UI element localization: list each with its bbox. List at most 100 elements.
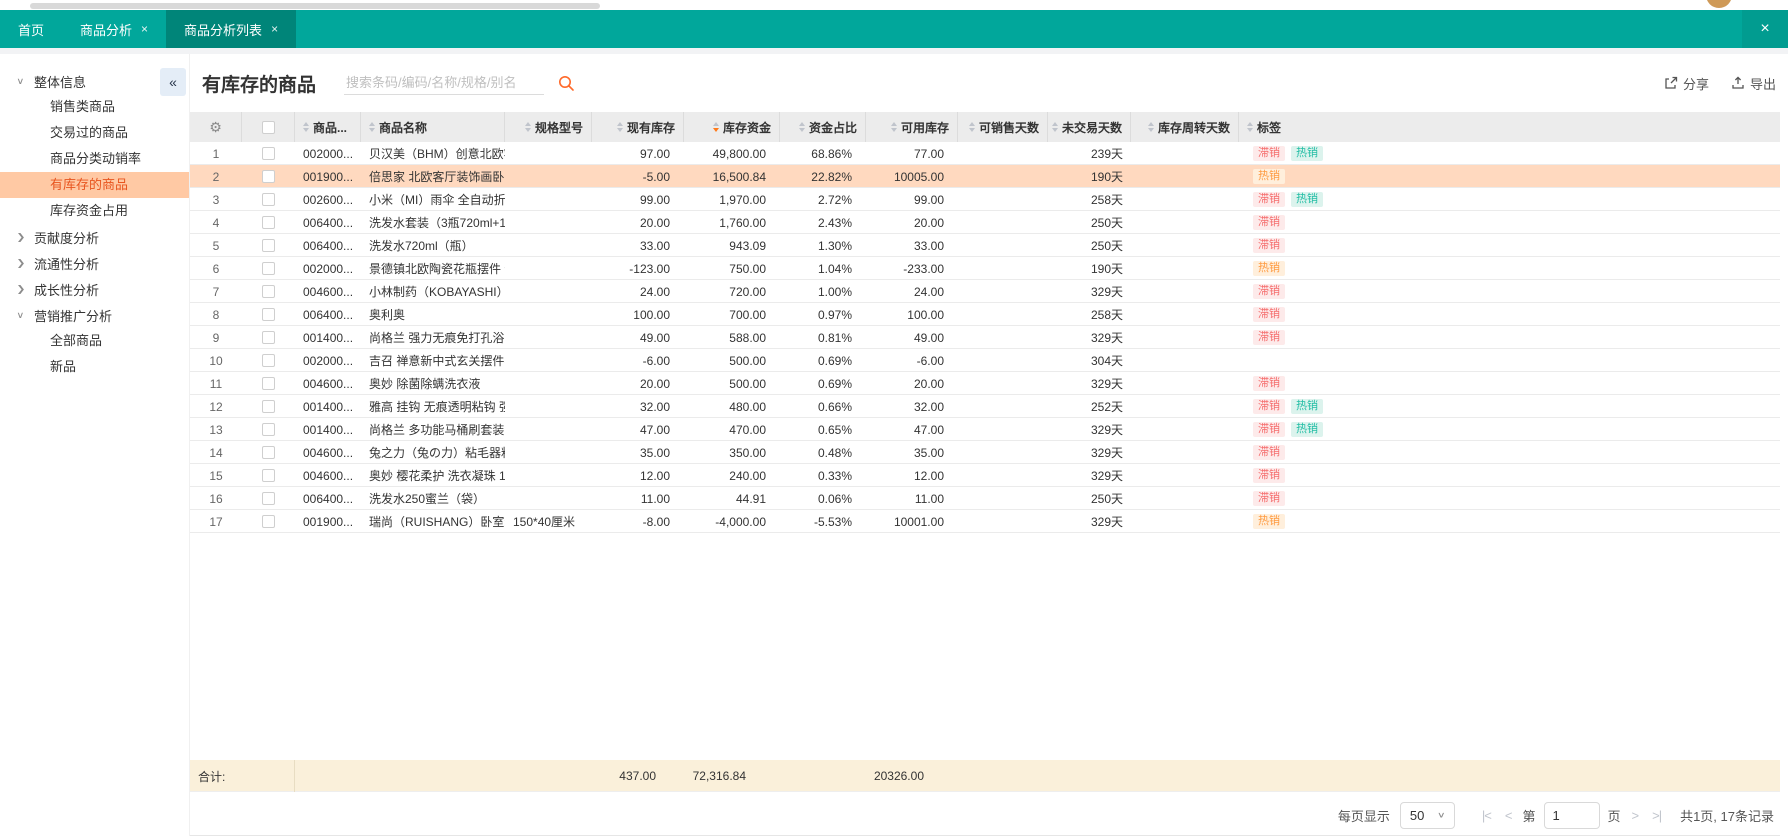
- row-checkbox[interactable]: [262, 377, 275, 390]
- column-header-gear[interactable]: ⚙: [190, 112, 242, 142]
- column-header-name[interactable]: 商品名称: [361, 112, 505, 142]
- cell-idle-days: 329天: [1090, 331, 1123, 345]
- row-checkbox[interactable]: [262, 147, 275, 160]
- search-icon[interactable]: [558, 75, 575, 92]
- sidebar-item-商品分类动销率[interactable]: 商品分类动销率: [50, 151, 142, 166]
- sidebar-item-有库存的商品[interactable]: 有库存的商品: [0, 172, 189, 198]
- row-checkbox[interactable]: [262, 515, 275, 528]
- cell-idle-days: 329天: [1090, 469, 1123, 483]
- row-checkbox[interactable]: [262, 216, 275, 229]
- prev-page-button[interactable]: <: [1504, 808, 1513, 823]
- column-header-idle_days[interactable]: 未交易天数: [1048, 112, 1131, 142]
- sidebar-item-库存资金占用[interactable]: 库存资金占用: [50, 203, 129, 218]
- page-size-select[interactable]: 50 ∨: [1399, 802, 1455, 829]
- tab-商品分析[interactable]: 商品分析 ×: [62, 10, 166, 48]
- table-row[interactable]: 7 004600... 小林制药（KOBAYASHI）日 24.00 720.00 1.0…: [190, 280, 1780, 303]
- row-number: 17: [209, 514, 223, 529]
- cell-spec: [505, 418, 592, 441]
- tab-商品分析列表[interactable]: 商品分析列表 ×: [166, 10, 297, 48]
- sort-icon[interactable]: [616, 122, 623, 132]
- table-row[interactable]: 9 001400... 尚格兰 强力无痕免打孔浴室 49.00 588.00 0.81% 4…: [190, 326, 1780, 349]
- sidebar-item-新品[interactable]: 新品: [50, 359, 77, 374]
- close-panel-button[interactable]: ×: [1742, 10, 1788, 48]
- sidebar-item-全部商品[interactable]: 全部商品: [50, 333, 103, 348]
- column-header-spec[interactable]: 规格型号: [505, 112, 592, 142]
- table-row[interactable]: 2 001900... 倍思家 北欧客厅装饰画卧室 -5.00 16,500.84 22.…: [190, 165, 1780, 188]
- table-row[interactable]: 12 001400... 雅高 挂钩 无痕透明粘钩 强 32.00 480.00 0.66…: [190, 395, 1780, 418]
- table-row[interactable]: 6 002000... 景德镇北欧陶瓷花瓶摆件 仿 -123.00 750.00 1.04…: [190, 257, 1780, 280]
- column-header-ratio[interactable]: 资金占比: [780, 112, 866, 142]
- table-row[interactable]: 16 006400... 洗发水250蜜兰（袋） 11.00 44.91 0.06% 11.…: [190, 487, 1780, 510]
- page-number-input[interactable]: [1543, 802, 1600, 829]
- row-checkbox[interactable]: [262, 170, 275, 183]
- cell-tags: 热销: [1239, 510, 1780, 533]
- row-checkbox[interactable]: [262, 446, 275, 459]
- sort-icon[interactable]: [890, 122, 897, 132]
- table-row[interactable]: 4 006400... 洗发水套装（3瓶720ml+1瓶 20.00 1,760.00 2…: [190, 211, 1780, 234]
- row-checkbox[interactable]: [262, 239, 275, 252]
- row-checkbox[interactable]: [262, 262, 275, 275]
- table-row[interactable]: 10 002000... 吉召 禅意新中式玄关摆件客 -6.00 500.00 0.69%…: [190, 349, 1780, 372]
- row-checkbox[interactable]: [262, 285, 275, 298]
- tab-close-icon[interactable]: ×: [271, 22, 279, 36]
- row-checkbox[interactable]: [262, 492, 275, 505]
- first-page-button[interactable]: |<: [1481, 808, 1492, 823]
- row-checkbox[interactable]: [262, 423, 275, 436]
- table-row[interactable]: 1 002000... 贝汉美（BHM）创意北欧客 97.00 49,800.00 68.…: [190, 142, 1780, 165]
- table-row[interactable]: 3 002600... 小米（MI）雨伞 全自动折叠 99.00 1,970.00 2.7…: [190, 188, 1780, 211]
- column-header-sell_days[interactable]: 可销售天数: [958, 112, 1048, 142]
- sidebar-group-成长性分析[interactable]: ❯ 成长性分析: [0, 276, 189, 302]
- column-header-tags[interactable]: 标签: [1239, 112, 1780, 142]
- table-row[interactable]: 15 004600... 奥妙 樱花柔护 洗衣凝珠 10 12.00 240.00 0.3…: [190, 464, 1780, 487]
- next-page-button[interactable]: >: [1631, 808, 1640, 823]
- table-row[interactable]: 17 001900... 瑞尚（RUISHANG）卧室装 150*40厘米 -8.00 -…: [190, 510, 1780, 533]
- sort-icon[interactable]: [968, 122, 975, 132]
- export-button[interactable]: 导出: [1731, 74, 1776, 93]
- sidebar-item-销售类商品[interactable]: 销售类商品: [50, 99, 116, 114]
- sort-icon[interactable]: [712, 122, 719, 132]
- row-checkbox[interactable]: [262, 469, 275, 482]
- sort-icon[interactable]: [303, 122, 309, 132]
- table-row[interactable]: 8 006400... 奥利奥 100.00 700.00 0.97% 100.00 258天…: [190, 303, 1780, 326]
- tab-首页[interactable]: 首页: [0, 10, 62, 48]
- select-all-checkbox[interactable]: [261, 120, 275, 134]
- sidebar-group-营销推广分析[interactable]: ∨ 营销推广分析: [0, 302, 189, 328]
- cell-code: 004600...: [303, 445, 354, 460]
- row-checkbox[interactable]: [262, 354, 275, 367]
- column-header-turnover[interactable]: 库存周转天数: [1131, 112, 1239, 142]
- column-label: 商品...: [313, 120, 348, 135]
- column-header-check[interactable]: [242, 112, 295, 142]
- last-page-button[interactable]: >|: [1652, 808, 1662, 823]
- share-button[interactable]: 分享: [1664, 74, 1709, 93]
- column-header-fund[interactable]: 库存资金: [684, 112, 780, 142]
- search-input[interactable]: [344, 71, 545, 95]
- sidebar-item-交易过的商品[interactable]: 交易过的商品: [50, 125, 129, 140]
- tab-close-icon[interactable]: ×: [141, 22, 149, 36]
- table-row[interactable]: 14 004600... 兔之力（兔の力）粘毛器粘 35.00 350.00 0.48% 3…: [190, 441, 1780, 464]
- column-header-code[interactable]: 商品...: [295, 112, 361, 142]
- sidebar-group-贡献度分析[interactable]: ❯ 贡献度分析: [0, 224, 189, 250]
- column-header-avail[interactable]: 可用库存: [866, 112, 958, 142]
- cell-tags: 滞销: [1239, 234, 1780, 257]
- row-checkbox[interactable]: [262, 308, 275, 321]
- sort-icon[interactable]: [524, 122, 531, 132]
- sort-icon[interactable]: [369, 122, 375, 132]
- sidebar-collapse-button[interactable]: «: [160, 68, 186, 96]
- table-row[interactable]: 11 004600... 奥妙 除菌除螨洗衣液 20.00 500.00 0.69% 20.…: [190, 372, 1780, 395]
- sort-icon[interactable]: [1147, 122, 1154, 132]
- row-checkbox[interactable]: [262, 193, 275, 206]
- sort-icon[interactable]: [1051, 122, 1058, 132]
- table-row[interactable]: 13 001400... 尚格兰 多功能马桶刷套装 卫 47.00 470.00 0.65…: [190, 418, 1780, 441]
- cell-code: 001400...: [303, 330, 354, 345]
- sort-icon[interactable]: [1247, 122, 1253, 132]
- tag-hot-orange: 热销: [1253, 514, 1285, 529]
- column-header-stock[interactable]: 现有库存: [592, 112, 684, 142]
- sort-icon[interactable]: [798, 122, 805, 132]
- cell-sell-days: [958, 372, 1048, 395]
- gear-icon[interactable]: ⚙: [209, 118, 222, 135]
- row-checkbox[interactable]: [262, 331, 275, 344]
- table-row[interactable]: 5 006400... 洗发水720ml（瓶） 33.00 943.09 1.30% 33.…: [190, 234, 1780, 257]
- row-checkbox[interactable]: [262, 400, 275, 413]
- sidebar-group-整体信息[interactable]: ∨ 整体信息: [0, 68, 189, 94]
- sidebar-group-流通性分析[interactable]: ❯ 流通性分析: [0, 250, 189, 276]
